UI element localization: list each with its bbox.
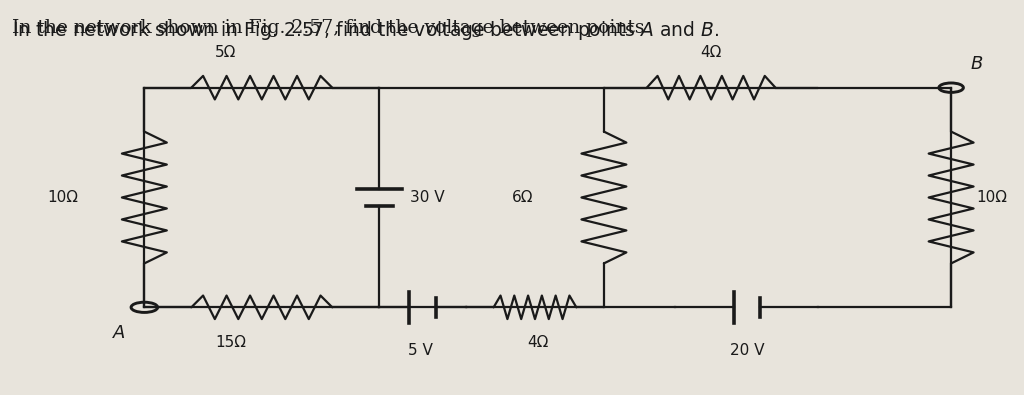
Text: 20 V: 20 V xyxy=(730,342,764,357)
Text: 10Ω: 10Ω xyxy=(977,190,1008,205)
Text: 10Ω: 10Ω xyxy=(47,190,78,205)
Text: 5Ω: 5Ω xyxy=(215,45,237,60)
Text: 6Ω: 6Ω xyxy=(511,190,532,205)
Text: $A$: $A$ xyxy=(112,324,126,342)
Text: 15Ω: 15Ω xyxy=(216,335,247,350)
Text: $B$: $B$ xyxy=(970,55,983,73)
Text: In the network shown in Fig. 2.57, find the voltage between points $\mathit{A}$ : In the network shown in Fig. 2.57, find … xyxy=(11,19,719,42)
Text: 4Ω: 4Ω xyxy=(700,45,722,60)
Text: In the network shown in Fig. 2.57, find the voltage between points: In the network shown in Fig. 2.57, find … xyxy=(11,19,650,37)
Text: 30 V: 30 V xyxy=(410,190,444,205)
Text: 4Ω: 4Ω xyxy=(526,335,548,350)
Text: 5 V: 5 V xyxy=(408,342,432,357)
